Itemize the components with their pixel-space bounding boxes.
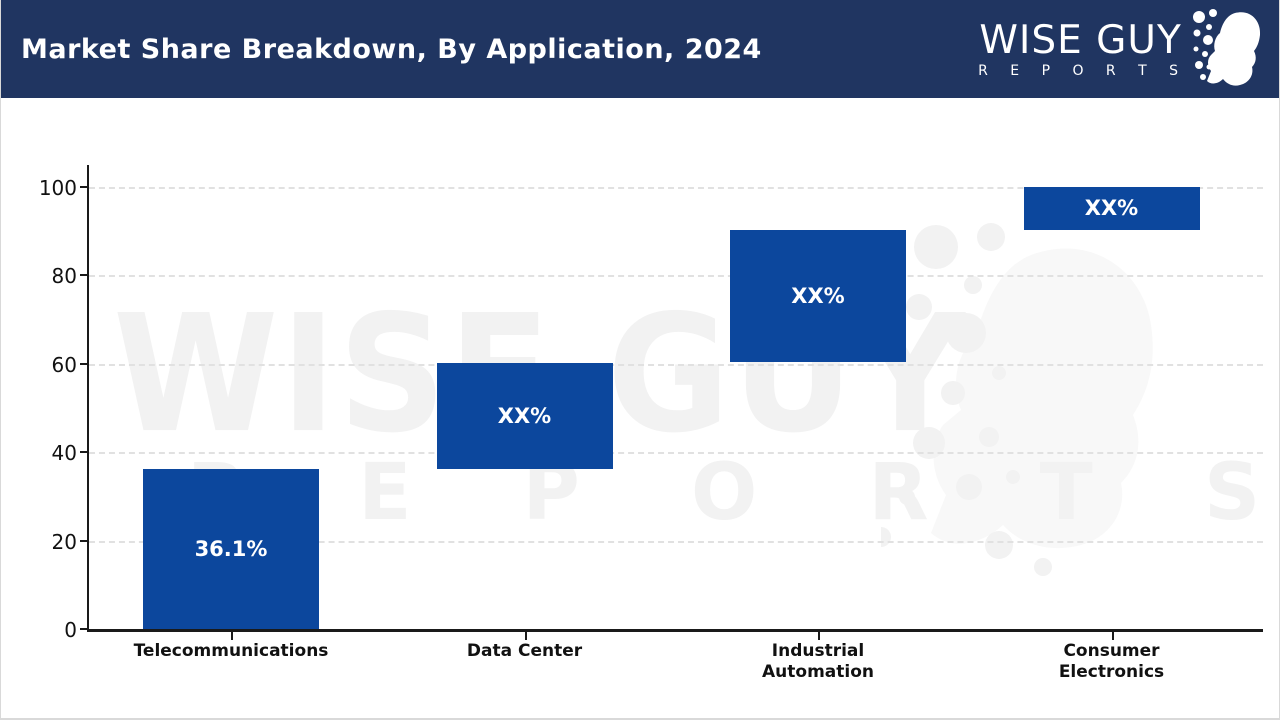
bar-value-label: XX% xyxy=(1084,196,1139,221)
y-axis-tick-mark xyxy=(80,628,89,630)
gridline xyxy=(89,187,1263,189)
gridline xyxy=(89,363,1263,366)
chart-bar: 36.1% xyxy=(143,469,319,629)
brand-subtitle: R E P O R T S xyxy=(978,62,1187,79)
x-axis-category-label: Consumer Electronics xyxy=(1058,641,1165,682)
y-axis-tick-mark xyxy=(80,539,89,542)
gridline xyxy=(89,452,1263,455)
y-axis-tick-mark xyxy=(80,274,89,277)
gridline xyxy=(89,275,1263,278)
brand-logo-text: WISE GUY R E P O R T S xyxy=(974,21,1187,78)
y-axis-tick-label: 0 xyxy=(64,618,77,642)
watermark-head-graphic xyxy=(881,223,1153,576)
y-axis-tick-mark xyxy=(80,362,89,365)
x-axis-category-label: Telecommunications xyxy=(133,641,329,661)
brand-name: WISE GUY xyxy=(979,17,1182,63)
y-axis-tick-label: 60 xyxy=(51,352,77,377)
chart-bar: XX% xyxy=(730,229,906,362)
bar-value-label: 36.1% xyxy=(194,537,268,562)
brand-head-icon xyxy=(1193,9,1261,86)
brand-logo: WISE GUY R E P O R T S xyxy=(974,7,1263,91)
bar-value-label: XX% xyxy=(791,283,845,308)
y-axis-tick-mark xyxy=(80,451,89,454)
x-axis-line xyxy=(87,629,1263,632)
chart-bar: XX% xyxy=(436,362,613,470)
x-axis-tick-mark xyxy=(818,632,820,640)
x-axis-tick-mark xyxy=(524,632,527,640)
y-axis-tick-label: 40 xyxy=(51,441,77,466)
header-bar: Market Share Breakdown, By Application, … xyxy=(1,0,1279,98)
chart-plot-area: 0 20 40 60 80 100 36.1% Telecommunications XX% Da… xyxy=(1,98,1279,718)
page-title: Market Share Breakdown, By Application, … xyxy=(21,33,762,65)
x-axis-tick-mark xyxy=(231,632,233,640)
bar-value-label: XX% xyxy=(497,404,552,429)
x-axis-category-label: Industrial Automation xyxy=(762,641,874,682)
y-axis-tick-mark xyxy=(80,186,89,188)
y-axis-tick-label: 100 xyxy=(38,176,77,200)
y-axis-tick-label: 20 xyxy=(51,529,77,554)
x-axis-category-label: Data Center xyxy=(466,641,583,661)
x-axis-tick-mark xyxy=(1111,632,1114,640)
gridline xyxy=(89,540,1263,543)
y-axis-tick-label: 80 xyxy=(51,264,77,289)
y-axis-line xyxy=(87,165,89,631)
chart-bar: XX% xyxy=(1023,187,1200,230)
